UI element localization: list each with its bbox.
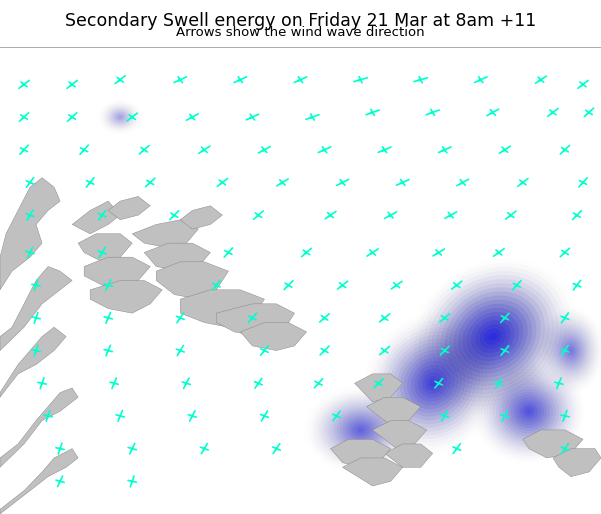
Ellipse shape [358,428,364,432]
Polygon shape [144,243,210,271]
Polygon shape [0,327,66,397]
Ellipse shape [407,357,458,409]
Polygon shape [0,178,60,290]
Ellipse shape [567,346,575,355]
Ellipse shape [560,337,582,364]
Polygon shape [373,420,427,449]
Text: Secondary Swell energy on Friday 21 Mar at 8am +11: Secondary Swell energy on Friday 21 Mar … [65,12,536,30]
Ellipse shape [484,328,502,345]
Ellipse shape [449,296,537,378]
Ellipse shape [562,339,580,362]
Ellipse shape [426,376,440,391]
Polygon shape [216,304,294,337]
Ellipse shape [454,300,532,374]
Ellipse shape [523,406,535,417]
Polygon shape [108,196,150,220]
Polygon shape [180,290,264,327]
Ellipse shape [411,361,454,406]
Polygon shape [0,266,72,351]
Polygon shape [0,449,78,514]
Ellipse shape [520,403,538,419]
Polygon shape [385,444,433,467]
Polygon shape [343,458,403,486]
Ellipse shape [505,389,553,434]
Polygon shape [331,439,391,467]
Ellipse shape [564,341,578,360]
Ellipse shape [396,346,469,420]
Ellipse shape [499,383,559,439]
Ellipse shape [355,425,367,435]
Ellipse shape [346,418,376,442]
Ellipse shape [458,304,528,370]
Ellipse shape [502,386,556,436]
Ellipse shape [389,339,477,428]
Ellipse shape [415,365,451,402]
Ellipse shape [445,291,541,382]
Ellipse shape [489,333,497,341]
Ellipse shape [480,324,506,349]
Ellipse shape [508,392,550,431]
Polygon shape [132,220,198,248]
Ellipse shape [526,409,532,414]
Polygon shape [78,234,132,262]
Polygon shape [72,201,120,234]
Ellipse shape [569,348,573,353]
Ellipse shape [441,287,545,386]
Ellipse shape [475,320,510,353]
Polygon shape [90,281,162,313]
Ellipse shape [471,316,514,357]
Ellipse shape [566,343,576,358]
Ellipse shape [462,308,523,365]
Ellipse shape [429,379,436,387]
Ellipse shape [349,420,373,439]
Polygon shape [0,388,78,467]
Polygon shape [367,397,421,425]
Ellipse shape [436,283,549,390]
Polygon shape [523,430,583,458]
Polygon shape [84,257,150,290]
Polygon shape [240,322,307,351]
Polygon shape [355,374,403,402]
Polygon shape [553,449,601,476]
Ellipse shape [343,416,379,444]
Ellipse shape [400,350,466,417]
Ellipse shape [511,394,547,428]
Polygon shape [180,206,222,229]
Ellipse shape [418,369,447,398]
Ellipse shape [403,354,462,413]
Ellipse shape [340,414,382,446]
Ellipse shape [466,312,519,361]
Text: Arrows show the wind wave direction: Arrows show the wind wave direction [176,26,425,39]
Ellipse shape [352,423,370,437]
Ellipse shape [392,342,473,424]
Ellipse shape [514,397,544,425]
Polygon shape [156,262,228,299]
Ellipse shape [517,400,541,423]
Ellipse shape [422,372,444,394]
Ellipse shape [337,411,385,449]
